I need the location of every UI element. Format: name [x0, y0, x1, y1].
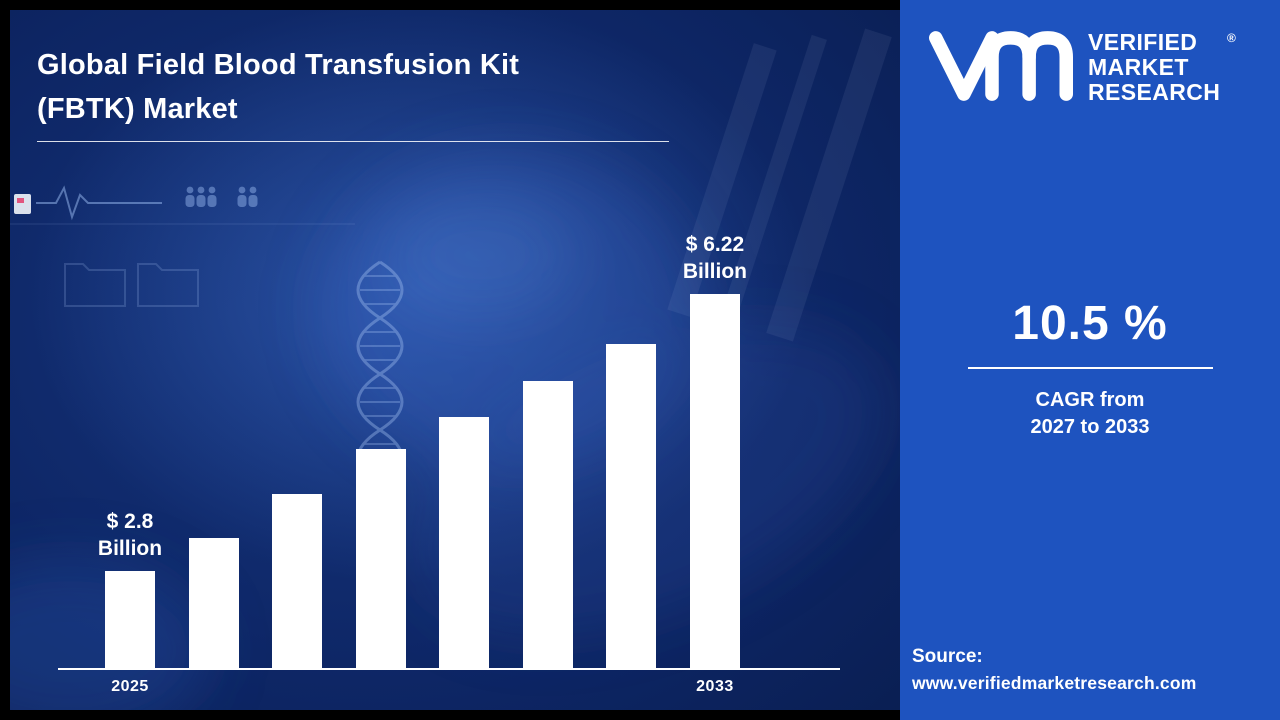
bar-year-5 — [522, 381, 573, 668]
bar-year-4 — [439, 417, 490, 668]
brand-name: VERIFIED MARKET RESEARCH ® — [1088, 30, 1236, 105]
brand-name-line1: VERIFIED — [1088, 29, 1198, 55]
chart-panel: Global Field Blood Transfusion Kit (FBTK… — [10, 10, 900, 710]
cagr-value: 10.5 % — [1012, 297, 1168, 350]
x-axis-label: 2025 — [111, 678, 149, 695]
cagr-caption-line1: CAGR from — [1035, 389, 1145, 411]
bar-value-label: $ 2.8 Billion — [97, 510, 163, 560]
brand-name-line3: RESEARCH — [1088, 79, 1221, 105]
right-panel: VERIFIED MARKET RESEARCH ® 10.5 % CAGR f… — [900, 0, 1280, 720]
page-title: Global Field Blood Transfusion Kit (FBTK… — [37, 43, 519, 131]
page-title-line1: Global Field Blood Transfusion Kit — [37, 49, 520, 81]
source-label: Source: — [912, 646, 983, 667]
source-url[interactable]: www.verifiedmarketresearch.com — [912, 673, 1197, 693]
bar-value-label: $ 6.22 Billion — [682, 233, 748, 283]
page-title-line2: (FBTK) Market — [37, 93, 238, 125]
bar-year-6 — [606, 344, 657, 668]
x-axis-label: 2033 — [696, 678, 734, 695]
cagr-caption-line2: 2027 to 2033 — [1030, 416, 1150, 438]
cagr-underline — [967, 367, 1213, 369]
bar-chart: $ 2.8 Billion 2025 $ 6.22 Billion 2033 — [98, 233, 747, 695]
ecg-line-icon — [10, 185, 355, 225]
title-underline — [37, 141, 669, 142]
bar-2033: $ 6.22 Billion 2033 — [683, 233, 747, 695]
people-icons — [185, 186, 258, 207]
brand-block: VERIFIED MARKET RESEARCH ® — [926, 30, 1236, 105]
cagr-caption: CAGR from 2027 to 2033 — [920, 387, 1260, 441]
bar-year-2 — [272, 494, 323, 668]
vmr-monogram-icon — [926, 30, 1076, 102]
source-block: Source: www.verifiedmarketresearch.com — [912, 646, 1197, 694]
brand-name-line2: MARKET — [1088, 54, 1189, 80]
bar-year-3 — [355, 449, 406, 668]
registered-mark-icon: ® — [1227, 31, 1237, 45]
x-axis-line — [58, 668, 840, 670]
bar-year-1 — [188, 538, 239, 668]
cagr-block: 10.5 % CAGR from 2027 to 2033 — [920, 296, 1260, 441]
bar-2025: $ 2.8 Billion 2025 — [98, 510, 162, 695]
